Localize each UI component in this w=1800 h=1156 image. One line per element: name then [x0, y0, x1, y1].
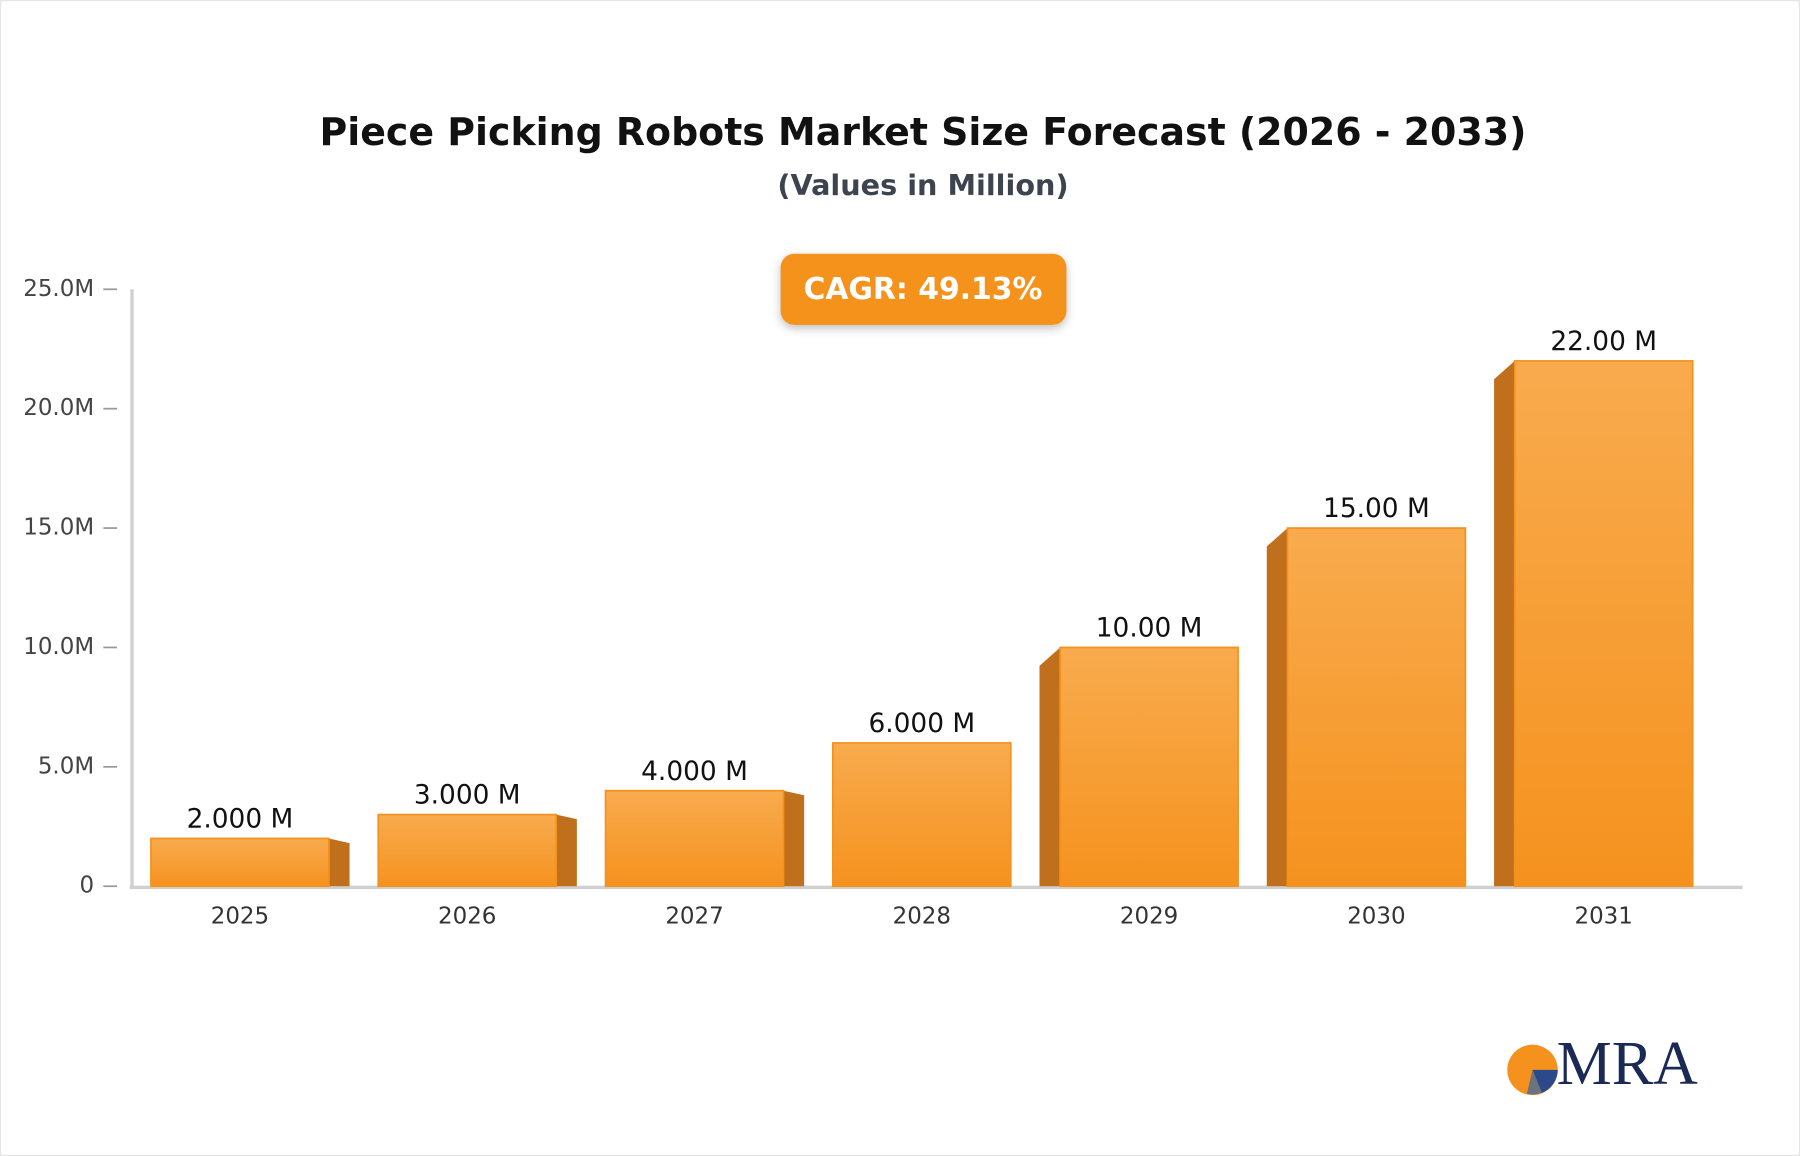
chart-subtitle: (Values in Million) [777, 168, 1068, 202]
y-tick-label: 15.0M [23, 515, 94, 541]
value-label: 6.000 M [868, 708, 975, 739]
bar [1286, 527, 1467, 888]
bar [604, 789, 785, 888]
y-tick-label: 0 [80, 873, 95, 899]
cagr-label: CAGR: 49.13% [803, 272, 1042, 307]
x-tick-label: 2026 [438, 904, 496, 930]
cagr-badge [780, 253, 1067, 325]
y-tick-label: 5.0M [38, 753, 94, 779]
x-tick-label: 2029 [1120, 904, 1178, 930]
y-tick-label: 10.0M [23, 634, 94, 660]
x-tick-label: 2027 [665, 904, 723, 930]
bar [150, 837, 330, 888]
bar-side [1494, 360, 1515, 887]
x-tick-label: 2028 [893, 904, 951, 930]
value-label: 10.00 M [1096, 613, 1203, 644]
value-label: 15.00 M [1323, 493, 1430, 524]
bar-side [328, 838, 350, 887]
bar [1513, 360, 1694, 888]
bar-side [556, 814, 577, 887]
y-tick-label: 20.0M [23, 395, 94, 421]
value-label: 4.000 M [641, 756, 748, 787]
value-label: 3.000 M [414, 780, 521, 811]
x-tick-label: 2030 [1347, 904, 1405, 930]
y-tick-label: 25.0M [23, 276, 94, 302]
value-label: 22.00 M [1550, 326, 1657, 357]
bar [1059, 646, 1239, 888]
logo: MRA [1507, 1030, 1698, 1098]
bar-side [1039, 647, 1061, 887]
x-tick-label: 2025 [211, 904, 269, 930]
logo-text: MRA [1557, 1030, 1698, 1098]
bar [377, 813, 558, 888]
logo-icon-slice [1526, 1069, 1542, 1095]
x-tick-label: 2031 [1575, 904, 1633, 930]
logo-icon-slice [1532, 1069, 1558, 1093]
value-label: 2.000 M [187, 804, 294, 835]
bar-side [1266, 528, 1288, 887]
bar [831, 742, 1012, 888]
chart-title: Piece Picking Robots Market Size Forecas… [320, 110, 1527, 154]
bar-side [783, 790, 805, 887]
